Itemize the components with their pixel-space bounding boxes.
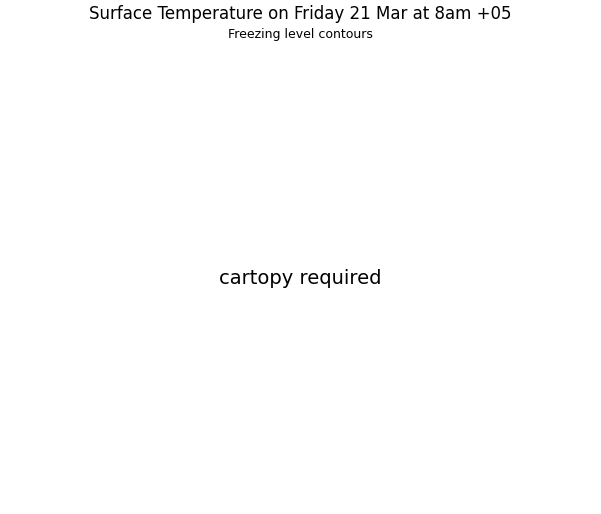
Text: cartopy required: cartopy required (219, 269, 382, 288)
Text: Freezing level contours: Freezing level contours (228, 28, 373, 41)
Text: Surface Temperature on Friday 21 Mar at 8am +05: Surface Temperature on Friday 21 Mar at … (90, 5, 511, 23)
